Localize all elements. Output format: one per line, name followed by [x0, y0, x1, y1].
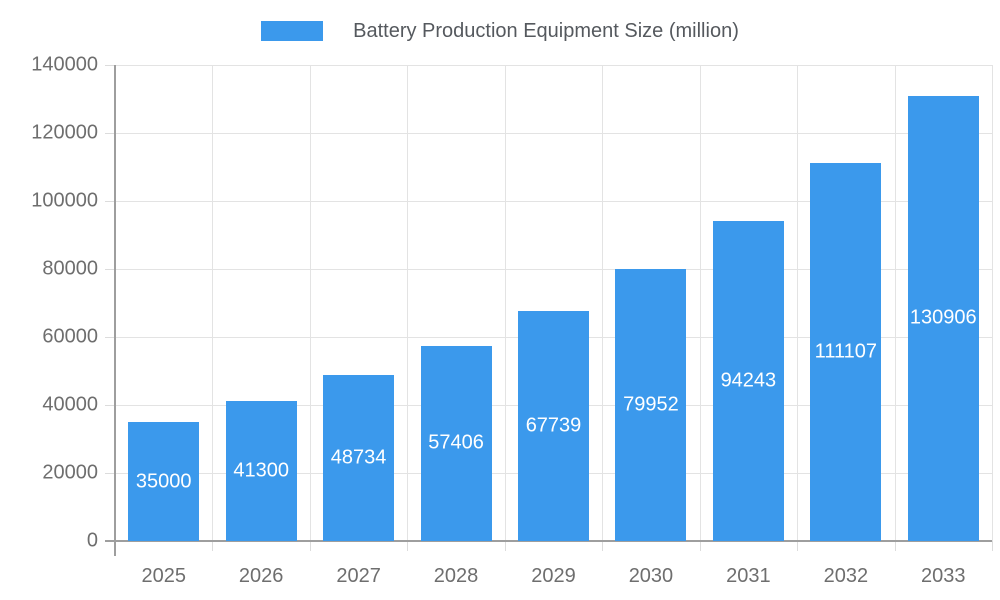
x-axis-label: 2027	[336, 565, 381, 587]
bar-value-label: 130906	[909, 306, 977, 329]
x-axis-tick	[602, 541, 604, 551]
x-axis-tick	[212, 541, 214, 551]
bar-value-label: 79952	[623, 393, 679, 416]
y-gridline	[115, 65, 992, 66]
bar	[518, 310, 589, 541]
y-gridline	[115, 269, 992, 270]
y-axis-tick	[105, 269, 115, 270]
y-axis-label: 140000	[31, 53, 98, 76]
legend-label: Battery Production Equipment Size (milli…	[353, 19, 739, 42]
y-axis-tick	[105, 405, 115, 406]
bar-value-label: 48734	[330, 446, 387, 469]
y-axis-label: 120000	[31, 121, 98, 144]
bar-value-label: 111107	[814, 340, 877, 363]
y-axis-tick	[105, 201, 115, 202]
x-gridline	[309, 65, 311, 541]
x-gridline	[407, 65, 409, 541]
bar-value-label: 67739	[525, 414, 582, 437]
bar-value-label: 57406	[428, 431, 484, 454]
bar-value-label: 94243	[720, 369, 777, 392]
x-gridline	[504, 65, 506, 541]
x-axis-tick	[504, 541, 506, 551]
bar	[420, 345, 492, 541]
x-axis-tick	[309, 541, 311, 551]
bar	[128, 422, 200, 541]
y-axis-tick	[105, 337, 115, 338]
x-axis-tick	[894, 541, 896, 551]
x-axis-tick	[407, 541, 409, 551]
x-gridline	[894, 65, 896, 541]
bar	[712, 220, 784, 541]
x-axis-line	[105, 540, 992, 542]
x-axis-tick	[797, 541, 799, 551]
x-gridline	[602, 65, 604, 541]
bar-value-label: 41300	[233, 459, 289, 482]
x-axis-label: 2029	[531, 565, 576, 587]
x-axis-label: 2030	[628, 565, 674, 587]
x-axis-label: 2026	[238, 565, 284, 587]
y-axis-tick	[105, 65, 115, 66]
x-axis-tick	[992, 541, 993, 551]
y-axis-line	[114, 65, 116, 556]
x-axis-label: 2031	[726, 565, 771, 587]
bar	[810, 163, 882, 541]
bar-value-label: 35000	[135, 470, 192, 492]
y-axis-label: 60000	[42, 325, 98, 348]
bar	[323, 375, 395, 541]
y-axis-label: 0	[86, 529, 98, 552]
x-gridline	[212, 65, 214, 541]
y-axis-label: 40000	[42, 393, 98, 416]
y-axis-label: 80000	[42, 257, 98, 280]
x-axis-label: 2032	[823, 565, 869, 587]
y-axis-tick	[105, 473, 115, 474]
bar	[615, 269, 687, 541]
x-axis-label: 2025	[141, 565, 186, 587]
y-gridline	[115, 201, 992, 202]
x-gridline	[797, 65, 799, 541]
bar	[225, 400, 297, 541]
x-axis-tick	[699, 541, 701, 551]
y-axis-label: 20000	[42, 461, 98, 484]
bar	[907, 95, 979, 541]
y-axis-tick	[105, 133, 115, 134]
y-gridline	[115, 133, 992, 134]
x-gridline	[699, 65, 701, 541]
legend[interactable]: Battery Production Equipment Size (milli…	[0, 12, 1000, 50]
x-gridline	[992, 65, 993, 541]
legend-swatch	[261, 21, 324, 41]
x-axis-label: 2028	[433, 565, 479, 587]
y-axis-label: 100000	[31, 189, 98, 212]
x-axis-label: 2033	[921, 565, 966, 587]
